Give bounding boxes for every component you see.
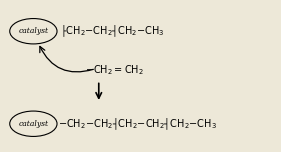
Text: catalyst: catalyst (18, 27, 48, 35)
Circle shape (10, 111, 57, 136)
Text: catalyst: catalyst (18, 120, 48, 128)
Text: $\mathsf{-CH_2{=}CH_2}$: $\mathsf{-CH_2{=}CH_2}$ (85, 63, 144, 77)
Text: $\mathsf{├CH_2{-}CH_2┤CH_2{-}CH_3}$: $\mathsf{├CH_2{-}CH_2┤CH_2{-}CH_3}$ (60, 23, 165, 39)
Circle shape (10, 19, 57, 44)
Text: $\mathsf{-CH_2{-}CH_2┤CH_2{-}CH_2┤CH_2{-}CH_3}$: $\mathsf{-CH_2{-}CH_2┤CH_2{-}CH_2┤CH_2{-… (58, 116, 217, 132)
